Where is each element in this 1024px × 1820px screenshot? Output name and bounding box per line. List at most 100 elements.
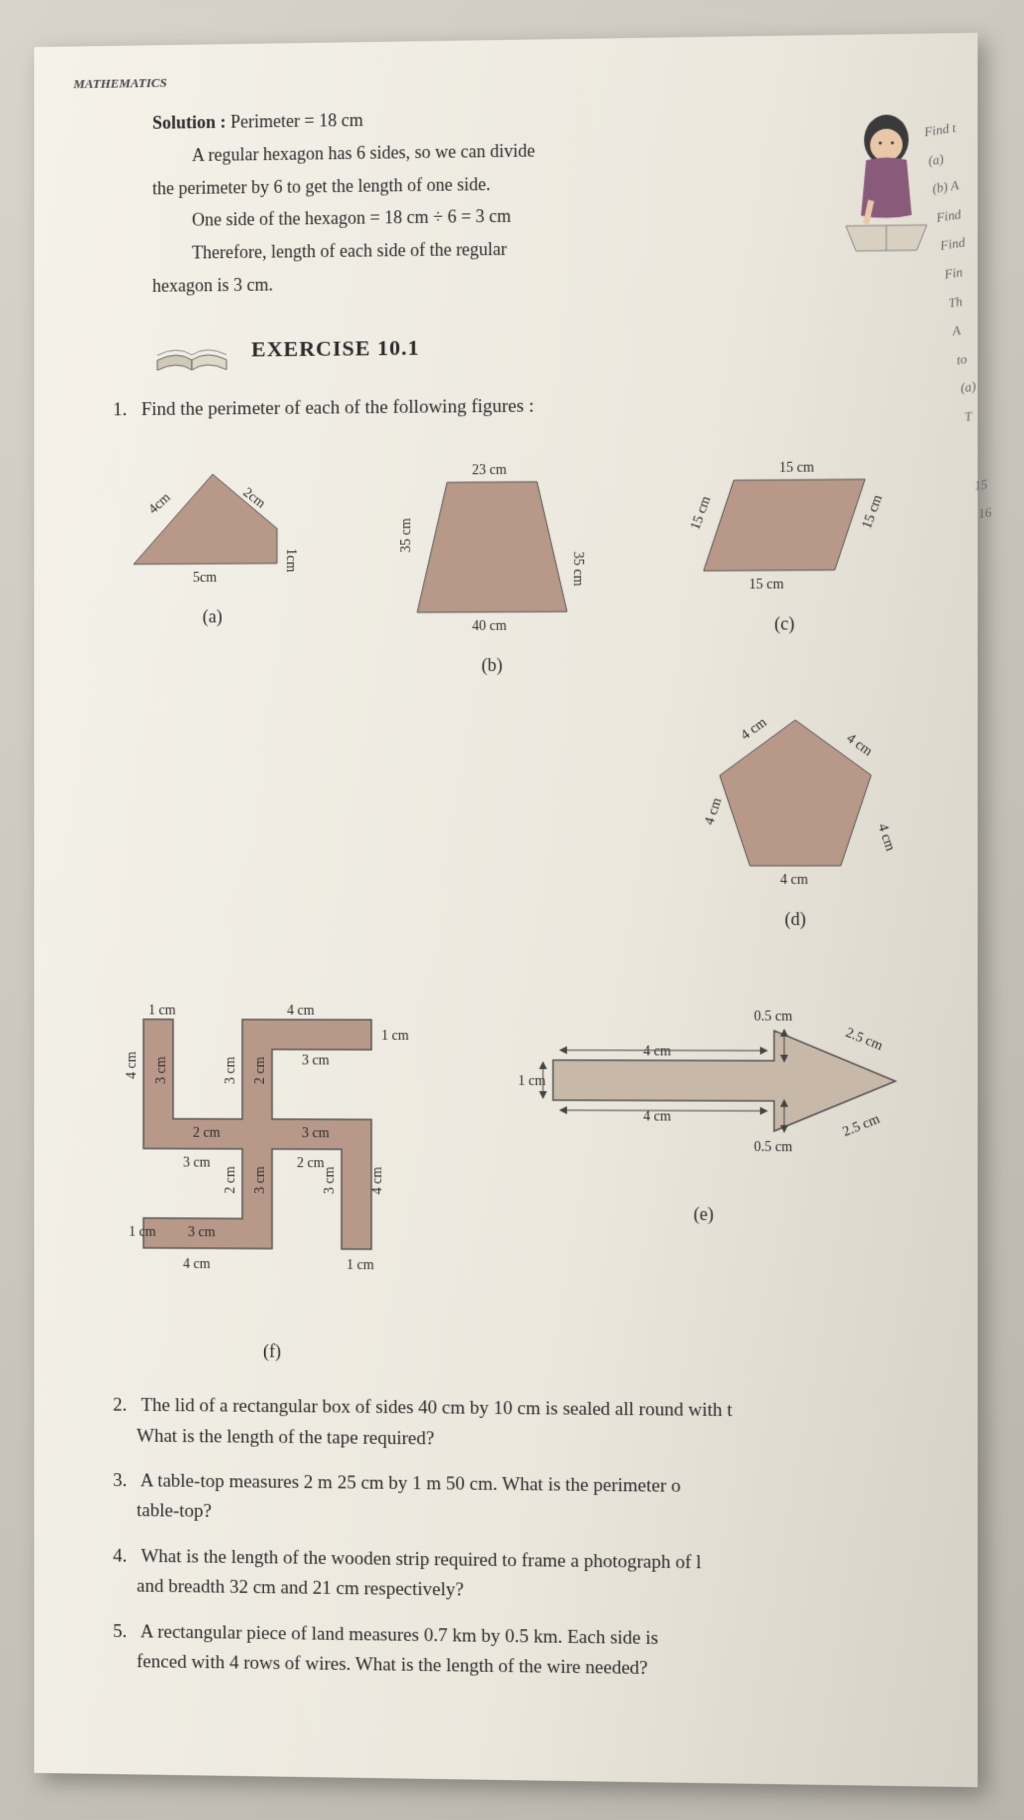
figure-c-label: (c) [674,613,896,635]
ff-9: 2 cm [193,1126,220,1141]
solution-block: Solution : Perimeter = 18 cm A regular h… [152,98,937,301]
question-4: 4. What is the length of the wooden stri… [113,1541,937,1611]
ff-10: 3 cm [302,1126,330,1141]
fd-1: 4 cm [738,715,770,744]
q1-text: Find the perimeter of each of the follow… [141,395,534,419]
q3-number: 3. [113,1466,137,1496]
fd-2: 4 cm [843,731,875,760]
ff-15: 3 cm [323,1167,338,1195]
solution-label: Solution : [152,112,226,133]
ff-5: 3 cm [154,1057,169,1085]
question-3: 3. A table-top measures 2 m 25 cm by 1 m… [113,1466,937,1535]
solution-line3: the perimeter by 6 to get the length of … [152,164,937,203]
figure-e-svg: 1 cm 4 cm 4 cm 0.5 cm 0.5 cm 2.5 cm 2.5 … [493,970,916,1192]
ff-8: 3 cm [302,1054,330,1069]
open-book-icon [152,325,231,376]
figure-a-label: (a) [114,606,312,628]
ff-13: 2 cm [223,1166,238,1194]
mn13: 16 [976,496,1012,529]
fc-r: 15 cm [860,493,886,531]
fb-t: 23 cm [472,463,507,478]
fd-4: 4 cm [874,822,896,853]
figure-f-label: (f) [94,1340,451,1364]
figure-b-svg: 23 cm 35 cm 35 cm 40 cm [392,451,592,642]
solution-line6: hexagon is 3 cm. [152,263,937,300]
ff-2: 4 cm [287,1004,315,1019]
ff-11: 3 cm [183,1156,210,1171]
figure-f-svg: 1 cm 4 cm 1 cm 4 cm 3 cm 3 cm 2 cm 3 cm … [94,970,451,1330]
q2-text: The lid of a rectangular box of sides 40… [141,1395,732,1421]
fa-r: 1cm [283,548,298,572]
fe-ta: 4 cm [643,1044,671,1059]
fa-tl: 4cm [146,490,174,517]
figure-c-svg: 15 cm 15 cm 15 cm 15 cm [674,449,896,601]
exercise-title: EXERCISE 10.1 [251,335,419,363]
fe-sb: 2.5 cm [841,1112,883,1140]
ff-19: 4 cm [183,1257,210,1272]
mn10: (a) [958,370,994,403]
solution-line4: One side of the hexagon = 18 cm ÷ 6 = 3 … [192,197,937,235]
figures-row-2: 1 cm 4 cm 1 cm 4 cm 3 cm 3 cm 2 cm 3 cm … [73,960,937,1378]
solution-line2: A regular hexagon has 6 sides, so we can… [192,131,937,170]
figure-d-label: (d) [695,909,897,930]
fc-b: 15 cm [749,577,784,592]
ff-7: 2 cm [253,1057,268,1085]
page-container: MATHEMATICS Solution : Perimeter = 18 cm… [34,33,977,1787]
figure-f: 1 cm 4 cm 1 cm 4 cm 3 cm 3 cm 2 cm 3 cm … [94,970,451,1364]
mn11: T [962,399,998,432]
mn3: (b) A [930,171,966,204]
q4-number: 4. [113,1541,137,1571]
figure-d-svg: 4 cm 4 cm 4 cm 4 cm 4 cm [695,695,897,896]
ff-4: 4 cm [125,1051,140,1079]
figure-a-svg: 4cm 2cm 1cm 5cm [114,454,312,595]
ff-17: 3 cm [188,1225,215,1240]
q2-number: 2. [113,1391,137,1421]
fb-r: 35 cm [570,552,585,587]
fd-3: 4 cm [702,796,725,827]
question-1: 1. Find the perimeter of each of the fol… [113,388,937,426]
ff-1: 1 cm [148,1004,175,1019]
fd-5: 4 cm [780,873,808,888]
q5-number: 5. [113,1617,137,1647]
figures-row-1: 4cm 2cm 1cm 5cm (a) 23 cm 35 cm 35 cm 40… [73,439,937,941]
ff-16: 4 cm [370,1167,385,1195]
figure-d: 4 cm 4 cm 4 cm 4 cm 4 cm (d) [695,695,897,931]
fc-l: 15 cm [688,494,714,532]
ff-6: 3 cm [223,1057,238,1085]
q3-text2: table-top? [137,1501,212,1523]
q5-text2: fenced with 4 rows of wires. What is the… [137,1651,648,1679]
fa-b: 5cm [193,571,217,586]
q1-number: 1. [113,395,137,425]
figure-b-label: (b) [392,655,592,677]
figure-a: 4cm 2cm 1cm 5cm (a) [114,454,312,678]
fe-ht: 0.5 cm [754,1010,793,1025]
q3-text: A table-top measures 2 m 25 cm by 1 m 50… [140,1470,681,1496]
solution-line5: Therefore, length of each side of the re… [192,230,937,267]
ff-18: 1 cm [129,1225,156,1240]
mn12: 15 [972,467,1008,500]
ff-3: 1 cm [381,1029,409,1044]
exercise-header: EXERCISE 10.1 [152,317,937,375]
fb-b: 40 cm [472,619,507,634]
q4-text: What is the length of the wooden strip r… [141,1546,702,1573]
fe-st: 2.5 cm [843,1026,885,1055]
figure-b: 23 cm 35 cm 35 cm 40 cm (b) [392,451,592,676]
q4-text2: and breadth 32 cm and 21 cm respectively… [137,1576,464,1601]
figure-e-label: (e) [493,1203,916,1226]
subject-header: MATHEMATICS [73,64,937,93]
fe-h: 1 cm [518,1074,546,1089]
solution-line1: Perimeter = 18 cm [230,110,363,132]
q5-text: A rectangular piece of land measures 0.7… [140,1621,658,1649]
figure-c: 15 cm 15 cm 15 cm 15 cm (c) [674,449,896,675]
q2-text2: What is the length of the tape required? [137,1425,435,1449]
mn1: Find t [922,114,958,147]
fc-t: 15 cm [779,461,814,476]
fb-l: 35 cm [399,518,414,553]
ff-14: 3 cm [253,1166,268,1194]
figure-e: 1 cm 4 cm 4 cm 0.5 cm 0.5 cm 2.5 cm 2.5 … [493,970,916,1367]
ff-20: 1 cm [347,1258,375,1273]
fe-hb: 0.5 cm [754,1140,793,1155]
fe-ba: 4 cm [643,1110,671,1125]
question-2: 2. The lid of a rectangular box of sides… [113,1391,937,1459]
ff-12: 2 cm [297,1156,325,1171]
